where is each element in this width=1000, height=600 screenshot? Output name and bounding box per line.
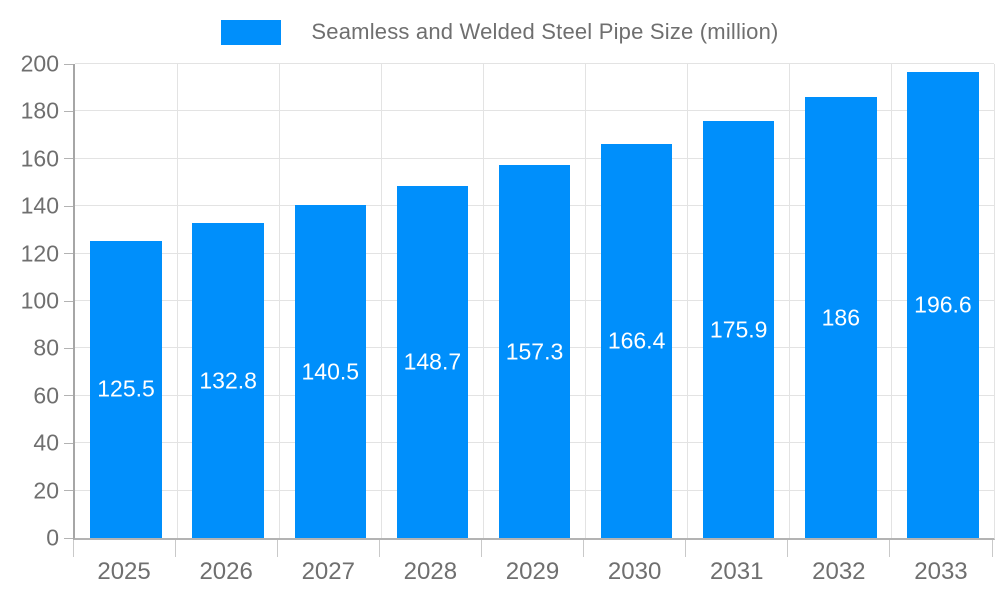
x-axis-tick bbox=[174, 540, 176, 557]
bar-2030[interactable]: 166.4 bbox=[600, 143, 673, 538]
x-axis-tick bbox=[72, 540, 74, 557]
x-axis-tick bbox=[378, 540, 380, 557]
y-axis-label: 160 bbox=[20, 145, 59, 172]
y-axis-label: 60 bbox=[33, 382, 59, 409]
gridline-vertical bbox=[687, 64, 689, 538]
y-axis-label: 200 bbox=[20, 50, 59, 77]
bar-value-label: 196.6 bbox=[914, 291, 972, 318]
y-axis-label: 40 bbox=[33, 429, 59, 456]
y-axis-label: 0 bbox=[46, 524, 59, 551]
bar-value-label: 166.4 bbox=[607, 327, 666, 354]
y-axis: 0 20 40 60 80 100 120 140 160 180 200 bbox=[0, 51, 73, 551]
x-axis: 2025 2026 2027 2028 2029 2030 2031 2032 2033 bbox=[72, 540, 993, 600]
x-axis-tick bbox=[276, 540, 278, 557]
legend-swatch-icon bbox=[221, 19, 282, 45]
y-axis-label: 20 bbox=[33, 477, 59, 504]
bar-value-label: 140.5 bbox=[301, 358, 360, 384]
bar-2029[interactable]: 157.3 bbox=[498, 165, 571, 538]
bar-2033[interactable]: 196.6 bbox=[907, 72, 979, 538]
y-axis-tick bbox=[64, 205, 73, 207]
y-axis-label: 140 bbox=[20, 192, 59, 219]
x-axis-label-2029: 2029 bbox=[505, 558, 560, 585]
bar-value-label: 186 bbox=[821, 304, 861, 331]
x-axis-label-2026: 2026 bbox=[199, 558, 253, 585]
x-axis-tick bbox=[480, 540, 482, 557]
y-axis-label: 100 bbox=[20, 287, 59, 314]
gridline-vertical bbox=[380, 64, 382, 538]
bar-2025[interactable]: 125.5 bbox=[90, 240, 162, 538]
gridline-vertical bbox=[482, 64, 484, 538]
bar-value-label: 132.8 bbox=[199, 367, 257, 394]
gridline-vertical bbox=[891, 64, 893, 538]
gridline-vertical bbox=[789, 64, 791, 538]
y-axis-label: 180 bbox=[20, 97, 59, 124]
bar-2031[interactable]: 175.9 bbox=[702, 121, 775, 538]
y-axis-tick bbox=[64, 442, 73, 444]
gridline-vertical bbox=[176, 64, 178, 538]
gridline-horizontal bbox=[75, 157, 994, 159]
bar-2027[interactable]: 140.5 bbox=[294, 205, 366, 538]
x-axis-tick bbox=[583, 540, 585, 557]
bar-2032[interactable]: 186 bbox=[805, 97, 877, 538]
bar-value-label: 125.5 bbox=[97, 375, 155, 402]
y-axis-tick bbox=[64, 490, 73, 492]
x-axis-label-2030: 2030 bbox=[607, 558, 662, 585]
y-axis-tick bbox=[64, 63, 73, 65]
x-axis-label-2033: 2033 bbox=[914, 558, 968, 585]
gridline-vertical bbox=[585, 64, 587, 538]
y-axis-tick bbox=[64, 395, 73, 397]
x-axis-label-2032: 2032 bbox=[812, 558, 866, 585]
x-axis-label-2027: 2027 bbox=[301, 558, 355, 585]
y-axis-label: 120 bbox=[20, 240, 59, 267]
legend[interactable]: Seamless and Welded Steel Pipe Size (mil… bbox=[0, 14, 1000, 50]
bar-2028[interactable]: 148.7 bbox=[396, 185, 469, 538]
x-axis-label-2028: 2028 bbox=[403, 558, 458, 585]
bar-value-label: 148.7 bbox=[403, 348, 462, 375]
legend-label: Seamless and Welded Steel Pipe Size (mil… bbox=[311, 19, 779, 44]
gridline-vertical bbox=[278, 64, 280, 538]
y-axis-tick bbox=[64, 347, 73, 349]
bar-value-label: 175.9 bbox=[709, 316, 768, 343]
x-axis-tick bbox=[787, 540, 789, 557]
bar-2026[interactable]: 132.8 bbox=[192, 223, 264, 538]
x-axis-tick bbox=[685, 540, 687, 557]
y-axis-tick bbox=[64, 253, 73, 255]
y-axis-tick bbox=[64, 300, 73, 302]
y-axis-tick bbox=[64, 110, 73, 112]
gridline-horizontal bbox=[75, 63, 994, 64]
plot-area: 125.5 132.8 140.5 148.7 157.3 166.4 175.9 186 19… bbox=[73, 63, 995, 540]
bar-value-label: 157.3 bbox=[505, 338, 564, 365]
y-axis-tick bbox=[64, 158, 73, 160]
y-axis-tick bbox=[64, 537, 73, 539]
x-axis-label-2025: 2025 bbox=[97, 558, 151, 585]
x-axis-label-2031: 2031 bbox=[710, 558, 764, 585]
gridline-horizontal bbox=[75, 110, 994, 112]
x-axis-tick bbox=[991, 540, 993, 557]
x-axis-tick bbox=[889, 540, 891, 557]
y-axis-label: 80 bbox=[33, 334, 59, 361]
